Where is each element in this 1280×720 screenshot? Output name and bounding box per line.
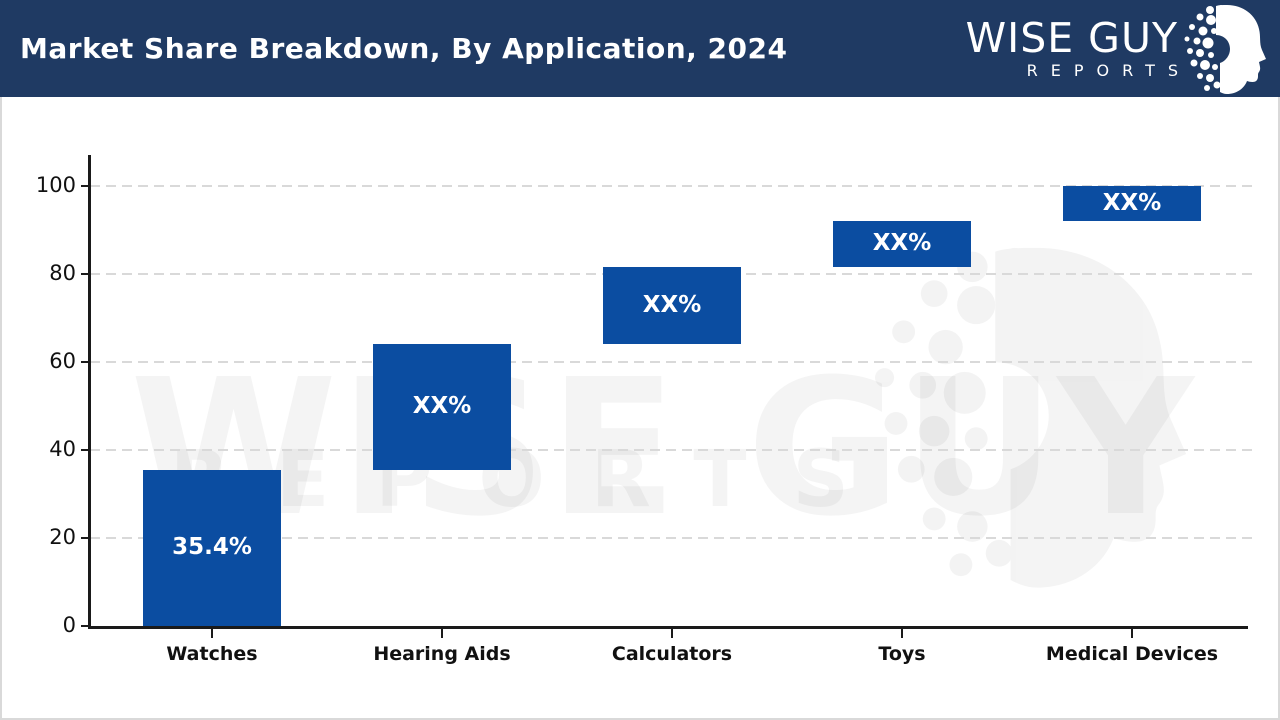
y-tick-label: 100 <box>35 173 76 197</box>
bar-toys: XX% <box>833 220 971 267</box>
x-tick-mark <box>671 629 673 638</box>
x-category-label: Medical Devices <box>1045 643 1219 665</box>
bar-hearing-aids: XX% <box>373 344 511 471</box>
chart-area: WISE GUY REPORTS 02040608010035.4%Watche… <box>0 97 1280 720</box>
x-tick-mark <box>211 629 213 638</box>
y-tick-mark <box>81 361 90 363</box>
logo-wordmark-line2: REPORTS <box>1026 60 1191 80</box>
x-category-label: Toys <box>878 643 926 665</box>
gridline-y60 <box>90 361 1254 363</box>
y-tick-mark <box>81 449 90 451</box>
bar-watches: 35.4% <box>143 470 281 626</box>
y-tick-mark <box>81 273 90 275</box>
bar-value-label: XX% <box>412 393 472 420</box>
x-category-label: Hearing Aids <box>373 643 511 665</box>
plot: 0 20 40 60 80 100 35.4% Watches XX% Hearing Aids X… <box>2 97 1278 718</box>
x-tick-mark <box>901 629 903 638</box>
x-category-label: Watches <box>166 643 258 665</box>
bar-medical-devices: XX% <box>1063 186 1201 221</box>
bar-value-label: 35.4% <box>172 534 252 561</box>
logo-head-icon <box>1184 4 1266 94</box>
gridline-y40 <box>90 449 1254 451</box>
watermark-head-icon <box>875 247 1187 588</box>
y-tick-label: 80 <box>49 261 76 285</box>
header: Market Share Breakdown, By Application, … <box>0 0 1280 97</box>
wise-guy-logo: WISE GUY REPORTS <box>966 3 1266 95</box>
bar-calculators: XX% <box>603 266 741 345</box>
y-tick-label: 0 <box>62 613 76 637</box>
x-tick-mark <box>441 629 443 638</box>
gridline-y20 <box>90 537 1254 539</box>
watermark-text: WISE GUY <box>130 339 1196 558</box>
y-tick-label: 60 <box>49 349 76 373</box>
bar-value-label: XX% <box>1102 190 1162 216</box>
gridline-y100 <box>90 185 1254 187</box>
logo-wordmark: WISE GUY REPORTS <box>965 13 1178 80</box>
y-axis-line <box>88 155 91 629</box>
y-tick-mark <box>81 537 90 539</box>
y-tick-label: 40 <box>49 437 76 461</box>
y-tick-mark <box>81 185 90 187</box>
y-tick-mark <box>81 625 90 627</box>
logo-wordmark-line1: WISE GUY <box>965 13 1178 62</box>
y-tick-label: 20 <box>49 525 76 549</box>
bar-value-label: XX% <box>872 229 932 256</box>
x-tick-mark <box>1131 629 1133 638</box>
page-title: Market Share Breakdown, By Application, … <box>20 32 788 65</box>
bar-value-label: XX% <box>642 291 702 318</box>
x-category-label: Calculators <box>611 643 733 665</box>
x-axis-line <box>88 626 1248 629</box>
